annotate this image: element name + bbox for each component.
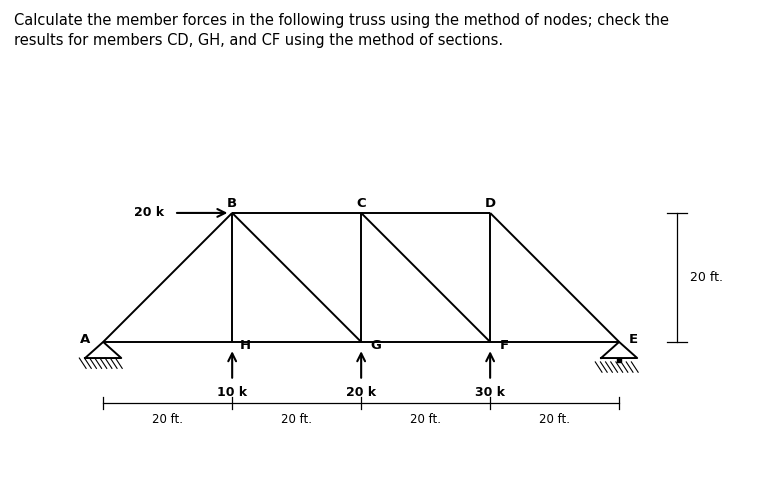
- Text: G: G: [371, 339, 382, 352]
- Text: 20 ft.: 20 ft.: [539, 413, 570, 426]
- Text: H: H: [240, 339, 251, 352]
- Text: B: B: [227, 197, 237, 210]
- Text: 10 k: 10 k: [217, 386, 247, 399]
- Text: E: E: [629, 333, 638, 347]
- Text: Calculate the member forces in the following truss using the method of nodes; ch: Calculate the member forces in the follo…: [14, 13, 669, 28]
- Text: C: C: [356, 197, 366, 210]
- Text: A: A: [80, 333, 91, 347]
- Text: F: F: [500, 339, 509, 352]
- Text: 20 k: 20 k: [135, 206, 164, 219]
- Text: 20 ft.: 20 ft.: [152, 413, 183, 426]
- Text: 30 k: 30 k: [475, 386, 505, 399]
- Text: D: D: [485, 197, 495, 210]
- Text: 20 k: 20 k: [346, 386, 376, 399]
- Text: 20 ft.: 20 ft.: [281, 413, 312, 426]
- Text: 20 ft.: 20 ft.: [410, 413, 441, 426]
- Text: 20 ft.: 20 ft.: [690, 271, 723, 284]
- Text: results for members CD, GH, and CF using the method of sections.: results for members CD, GH, and CF using…: [14, 33, 503, 48]
